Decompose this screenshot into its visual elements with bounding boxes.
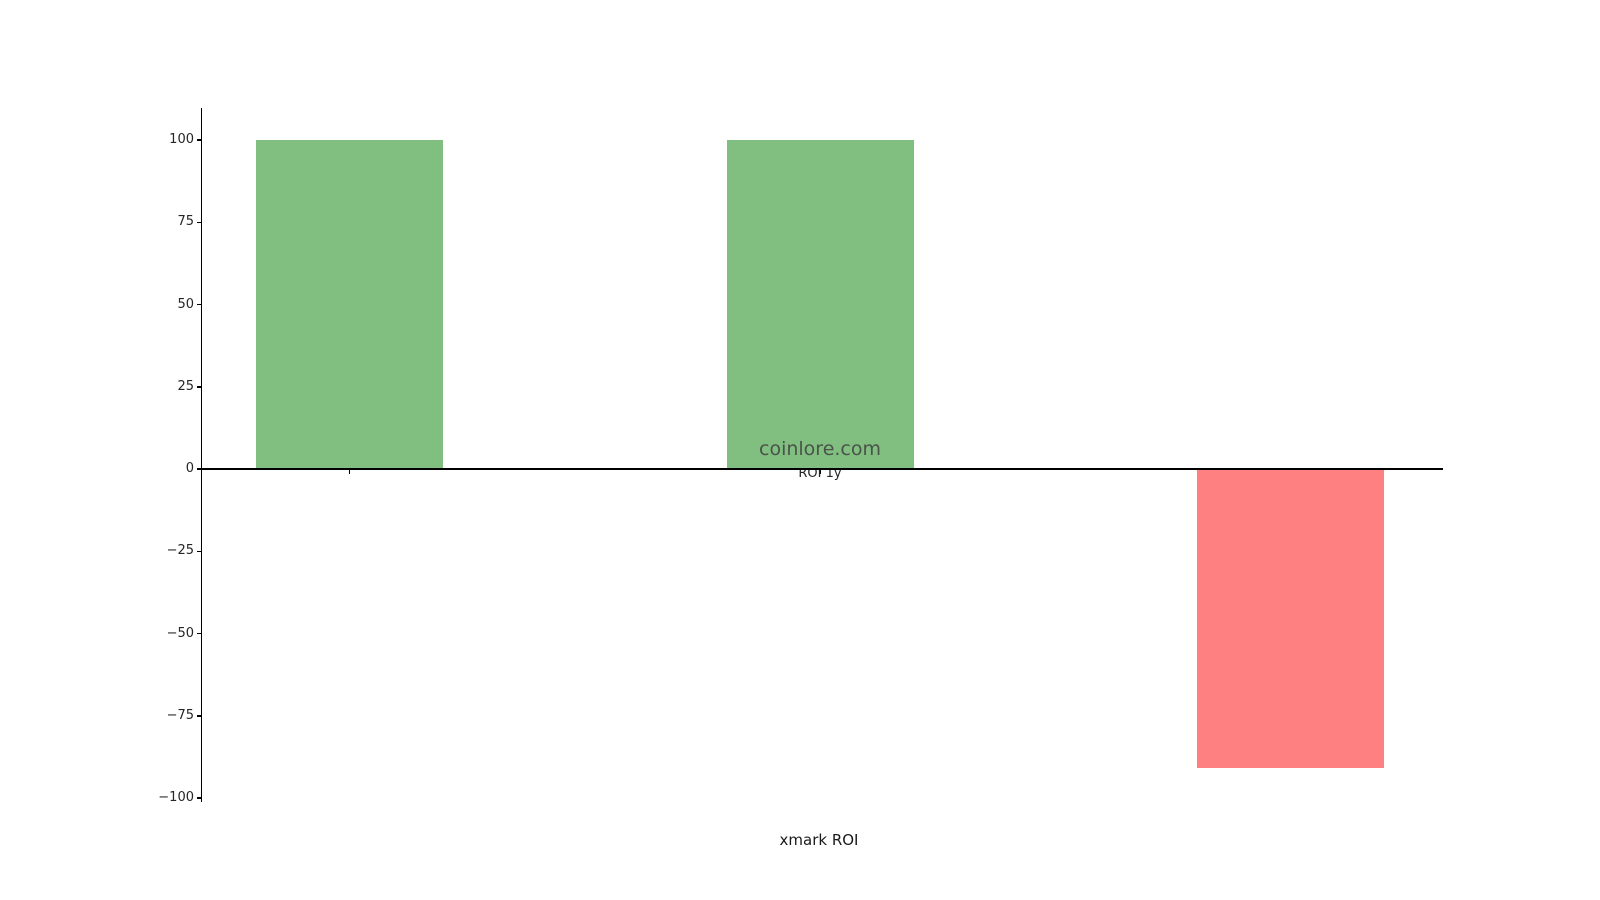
- x-tick: [819, 469, 821, 474]
- y-tick-label: −25: [166, 543, 194, 559]
- x-axis-title: xmark ROI: [779, 831, 859, 849]
- y-tick: [197, 715, 202, 717]
- x-tick: [348, 469, 351, 474]
- bar-ROI 1y: [726, 140, 914, 469]
- x-axis-line: [202, 468, 1443, 470]
- y-tick: [197, 468, 202, 470]
- y-tick-label: −50: [166, 625, 194, 641]
- y-tick: [197, 386, 202, 388]
- y-tick-label: 100: [169, 132, 194, 147]
- y-tick-label: 50: [177, 296, 194, 312]
- y-tick-label: −75: [166, 707, 194, 723]
- bar-category-2: [1197, 469, 1384, 769]
- bar-category-0: [256, 140, 443, 469]
- y-tick: [197, 221, 202, 223]
- y-tick-label: 75: [177, 214, 194, 230]
- y-tick-label: 25: [177, 378, 194, 394]
- y-tick: [197, 139, 202, 141]
- y-axis-spine: [200, 108, 202, 802]
- x-tick-label: ROI 1y: [798, 466, 842, 481]
- y-tick: [197, 797, 202, 799]
- y-tick: [197, 550, 202, 552]
- y-tick: [197, 303, 202, 306]
- y-tick-label: 0: [185, 461, 194, 476]
- watermark-text: coinlore.com: [759, 438, 881, 460]
- y-tick-label: −100: [158, 790, 194, 805]
- y-tick: [197, 632, 202, 635]
